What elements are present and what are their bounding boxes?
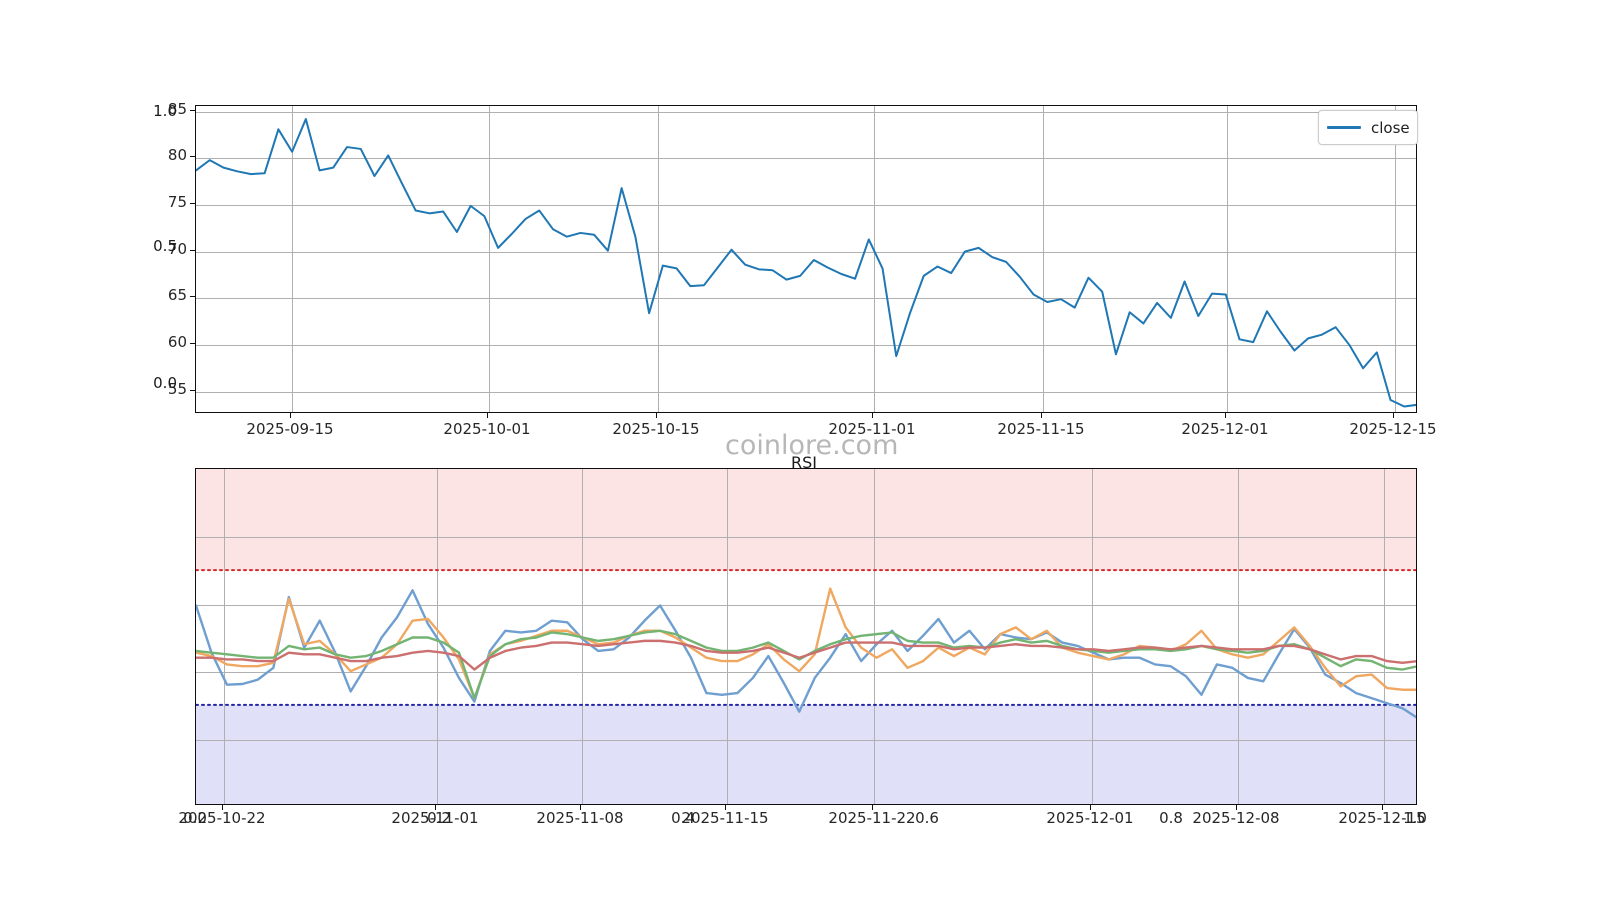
- price-xtick-mark: [1225, 413, 1226, 418]
- price-xtick-label: 2025-12-01: [1181, 420, 1269, 438]
- rsi-chart-panel: 100806040200 0.40.20.0 2025-10-222025-11…: [0, 460, 1600, 900]
- price-xtick-mark: [487, 413, 488, 418]
- rsi-gridline-h: [196, 604, 1416, 606]
- rsi-xtick-label: 2025-11-15: [681, 809, 769, 827]
- price-gridline-h: [196, 391, 1416, 393]
- price-legend[interactable]: close: [1318, 110, 1418, 145]
- price-legend-item[interactable]: close: [1327, 117, 1410, 138]
- rsi-line-RSI-9: [196, 589, 1416, 719]
- price-xtick-mark: [656, 413, 657, 418]
- rsi-xtick-label: 2025-12-08: [1192, 809, 1280, 827]
- rsi-series-svg: [196, 569, 1416, 719]
- rsi-gridline-v: [1237, 469, 1239, 804]
- rsi-gridline-h: [196, 536, 1416, 538]
- rsi-xtick-label: 2025-12-01: [1046, 809, 1134, 827]
- price-ytick-mark: [190, 296, 195, 297]
- rsi-line-RSI-42: [196, 639, 1416, 671]
- price-ytick-secondary-label: 1.0: [153, 102, 177, 120]
- price-gridline-v: [1042, 106, 1044, 412]
- rsi-xtick-secondary-label: 0.4: [671, 809, 695, 827]
- price-xtick-label: 2025-10-01: [443, 420, 531, 438]
- price-xtick-mark: [1393, 413, 1394, 418]
- rsi-xtick-secondary-label: 0.2: [427, 809, 451, 827]
- rsi-xtick-mark: [1090, 805, 1091, 810]
- price-ytick-label: 80: [167, 146, 187, 165]
- price-gridline-h: [196, 111, 1416, 113]
- price-gridline-v: [1394, 106, 1396, 412]
- price-gridline-h: [196, 344, 1416, 346]
- price-ytick-mark: [190, 156, 195, 157]
- rsi-xtick-mark: [222, 805, 223, 810]
- price-xtick-mark: [872, 413, 873, 418]
- rsi-xtick-mark: [725, 805, 726, 810]
- price-gridline-v: [291, 106, 293, 412]
- rsi-xtick-label: 2025-11-01: [391, 809, 479, 827]
- rsi-xtick-mark: [1236, 805, 1237, 810]
- price-xtick-label: 2025-09-15: [246, 420, 334, 438]
- price-line-close: [196, 118, 1416, 408]
- rsi-xtick-label: 2025-11-22: [828, 809, 916, 827]
- price-ytick-label: 65: [167, 286, 187, 305]
- price-ytick-mark: [190, 250, 195, 251]
- rsi-gridline-v: [1383, 469, 1385, 804]
- price-series-svg: [196, 118, 1416, 408]
- price-ytick-label: 75: [167, 193, 187, 211]
- price-xtick-mark: [1041, 413, 1042, 418]
- price-xtick-label: 2025-11-01: [828, 420, 916, 438]
- price-legend-label: close: [1371, 118, 1410, 137]
- price-gridline-v: [657, 106, 659, 412]
- price-plot-area: [195, 105, 1417, 413]
- rsi-gridline-v: [873, 469, 875, 804]
- rsi-xtick-label: 2025-12-15: [1338, 809, 1426, 827]
- rsi-xtick-mark: [1382, 805, 1383, 810]
- rsi-xtick-secondary-label: 1.0: [1403, 809, 1427, 827]
- rsi-gridline-v: [726, 469, 728, 804]
- rsi-gridline-h: [196, 739, 1416, 741]
- rsi-xtick-mark: [872, 805, 873, 810]
- price-xtick-label: 2025-10-15: [612, 420, 700, 438]
- price-gridline-v: [1226, 106, 1228, 412]
- price-xtick-label: 2025-12-15: [1349, 420, 1437, 438]
- price-gridline-h: [196, 297, 1416, 299]
- price-legend-swatch: [1327, 126, 1361, 129]
- price-ytick-label: 70: [167, 239, 187, 258]
- price-gridline-v: [488, 106, 490, 412]
- watermark-coinlore: coinlore.com: [725, 430, 899, 461]
- rsi-xtick-secondary-label: 0.8: [1159, 809, 1183, 827]
- rsi-overbought-band: [196, 469, 1416, 571]
- rsi-xtick-mark: [435, 805, 436, 810]
- rsi-gridline-h: [196, 671, 1416, 673]
- price-ytick-label: 60: [167, 333, 187, 351]
- price-ytick-mark: [190, 203, 195, 204]
- price-ytick-mark: [190, 343, 195, 344]
- price-ytick-label: 85: [167, 99, 187, 118]
- rsi-panel-title: RSI: [791, 453, 817, 472]
- rsi-xtick-label: 2025-10-22: [178, 809, 266, 827]
- price-gridline-h: [196, 251, 1416, 253]
- rsi-xtick-mark: [580, 805, 581, 810]
- price-ytick-mark: [190, 110, 195, 111]
- price-ytick-secondary-label: 0.0: [153, 374, 177, 392]
- rsi-gridline-v: [223, 469, 225, 804]
- rsi-gridline-v: [1091, 469, 1093, 804]
- rsi-xtick-secondary-label: 0.6: [915, 809, 939, 827]
- rsi-plot-area: [195, 468, 1417, 805]
- price-ytick-mark: [190, 390, 195, 391]
- rsi-oversold-band: [196, 704, 1416, 804]
- price-gridline-v: [873, 106, 875, 412]
- price-ytick-label: 55: [167, 379, 187, 398]
- rsi-xtick-label: 2025-11-08: [536, 809, 624, 827]
- price-ytick-secondary-label: 0.5: [153, 237, 177, 255]
- price-xtick-mark: [290, 413, 291, 418]
- price-chart-panel: 85 80 75 70 65 60 55 1.0 0.5 0.0 2025-09-15 2025-…: [153, 99, 1437, 438]
- price-gridline-h: [196, 204, 1416, 206]
- price-xtick-label: 2025-11-15: [997, 420, 1085, 438]
- price-gridline-h: [196, 157, 1416, 159]
- rsi-xtick-secondary-label: 0.0: [183, 809, 207, 827]
